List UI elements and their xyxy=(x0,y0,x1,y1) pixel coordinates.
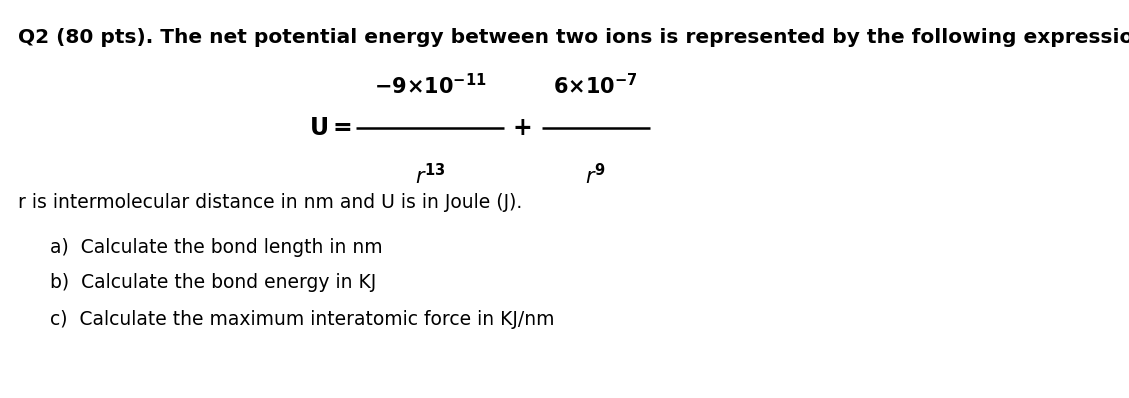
Text: r is intermolecular distance in nm and U is in Joule (J).: r is intermolecular distance in nm and U… xyxy=(18,193,523,212)
Text: a)  Calculate the bond length in nm: a) Calculate the bond length in nm xyxy=(50,238,383,257)
Text: $\mathbf{6{\times}10^{-7}}$: $\mathbf{6{\times}10^{-7}}$ xyxy=(553,73,637,98)
Text: b)  Calculate the bond energy in KJ: b) Calculate the bond energy in KJ xyxy=(50,273,376,292)
Text: c)  Calculate the maximum interatomic force in KJ/nm: c) Calculate the maximum interatomic for… xyxy=(50,310,554,329)
Text: $\mathbf{U =}$: $\mathbf{U =}$ xyxy=(309,116,352,140)
Text: $\mathbf{-9{\times}10^{-11}}$: $\mathbf{-9{\times}10^{-11}}$ xyxy=(374,73,487,98)
Text: $\mathit{r}^{\mathbf{9}}$: $\mathit{r}^{\mathbf{9}}$ xyxy=(585,163,605,188)
Text: $\mathbf{+}$: $\mathbf{+}$ xyxy=(513,116,532,140)
Text: Q2 (80 pts). The net potential energy between two ions is represented by the fol: Q2 (80 pts). The net potential energy be… xyxy=(18,28,1129,47)
Text: $\mathit{r}^{\mathbf{13}}$: $\mathit{r}^{\mathbf{13}}$ xyxy=(414,163,445,188)
